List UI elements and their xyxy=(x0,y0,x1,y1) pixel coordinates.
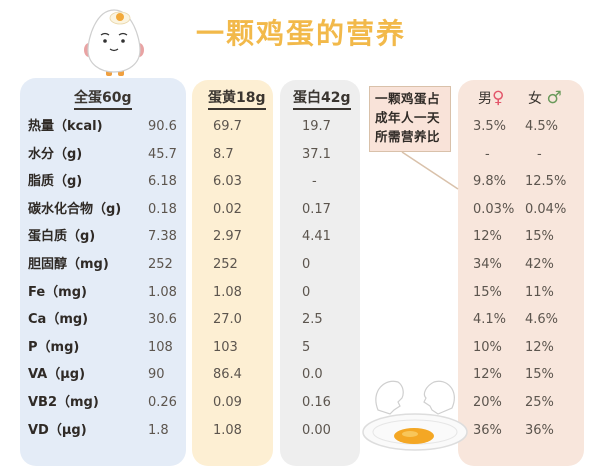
nutrient-label: Fe（mg) xyxy=(28,285,87,300)
egg-white-value: 0.17 xyxy=(302,202,331,217)
male-percent: 34% xyxy=(473,257,502,272)
male-percent: - xyxy=(485,147,490,162)
male-percent: 10% xyxy=(473,340,502,355)
whole-egg-value: 90.6 xyxy=(148,119,177,134)
male-percent: 36% xyxy=(473,423,502,438)
whole-egg-panel xyxy=(20,78,186,466)
whole-egg-value: 7.38 xyxy=(148,229,177,244)
female-percent: 12% xyxy=(525,340,554,355)
yolk-value: 27.0 xyxy=(213,312,242,327)
female-percent: 42% xyxy=(525,257,554,272)
nutrient-label: P（mg) xyxy=(28,340,80,355)
egg-white-value: 0.0 xyxy=(302,367,323,382)
egg-white-header: 蛋白42g xyxy=(293,90,351,110)
whole-egg-value: 6.18 xyxy=(148,174,177,189)
page-title: 一颗鸡蛋的营养 xyxy=(196,17,407,50)
whole-egg-header: 全蛋60g xyxy=(74,90,132,110)
cracked-egg-icon xyxy=(362,380,468,451)
nutrient-label: 脂质（g) xyxy=(28,174,83,189)
yolk-value: 0.02 xyxy=(213,202,242,217)
whole-egg-value: 0.18 xyxy=(148,202,177,217)
male-percent: 12% xyxy=(473,367,502,382)
whole-egg-value: 252 xyxy=(148,257,173,272)
male-percent: 4.1% xyxy=(473,312,507,327)
yolk-value: 69.7 xyxy=(213,119,242,134)
egg-white-value: 0.16 xyxy=(302,395,331,410)
whole-egg-value: 45.7 xyxy=(148,147,177,162)
male-percent: 12% xyxy=(473,229,502,244)
daily-ratio-callout: 一颗鸡蛋占 成年人一天 所需营养比 xyxy=(369,86,451,152)
female-percent: 15% xyxy=(525,229,554,244)
whole-egg-value: 90 xyxy=(148,367,165,382)
egg-white-value: 5 xyxy=(302,340,311,355)
egg-white-panel xyxy=(280,80,360,466)
whole-egg-value: 1.8 xyxy=(148,423,169,438)
female-percent: 25% xyxy=(525,395,554,410)
yolk-panel xyxy=(192,80,273,466)
male-header: 男♀ xyxy=(478,88,504,108)
egg-white-value: 2.5 xyxy=(302,312,323,327)
egg-white-value: 0.00 xyxy=(302,423,331,438)
male-percent: 3.5% xyxy=(473,119,507,134)
nutrient-label: 热量（kcal) xyxy=(28,119,103,134)
yolk-value: 1.08 xyxy=(213,285,242,300)
nutrient-label: 胆固醇（mg) xyxy=(28,257,109,272)
nutrient-label: VB2（mg) xyxy=(28,395,99,410)
whole-egg-value: 1.08 xyxy=(148,285,177,300)
female-percent: 12.5% xyxy=(525,174,567,189)
male-percent: 20% xyxy=(473,395,502,410)
callout-line: 成年人一天 xyxy=(375,110,441,125)
female-percent: 15% xyxy=(525,367,554,382)
nutrient-label: 碳水化合物（g) xyxy=(28,202,122,217)
egg-mascot-icon xyxy=(84,9,144,76)
callout-line: 所需营养比 xyxy=(375,129,441,144)
whole-egg-value: 30.6 xyxy=(148,312,177,327)
yolk-value: 0.09 xyxy=(213,395,242,410)
nutrient-label: VA（μg) xyxy=(28,367,86,382)
callout-line: 一颗鸡蛋占 xyxy=(375,91,441,106)
male-percent: 15% xyxy=(473,285,502,300)
yolk-value: 1.08 xyxy=(213,423,242,438)
female-percent: 4.5% xyxy=(525,119,559,134)
female-percent: 0.04% xyxy=(525,202,567,217)
yolk-value: 86.4 xyxy=(213,367,242,382)
male-percent: 0.03% xyxy=(473,202,515,217)
male-percent: 9.8% xyxy=(473,174,507,189)
yolk-value: 6.03 xyxy=(213,174,242,189)
male-symbol-icon: ♂ xyxy=(546,88,562,108)
nutrient-label: 水分（g) xyxy=(28,147,83,162)
male-label: 男 xyxy=(478,91,492,107)
nutrient-label: VD（μg) xyxy=(28,423,87,438)
egg-white-value: 0 xyxy=(302,257,311,272)
egg-white-value: 19.7 xyxy=(302,119,331,134)
yolk-value: 252 xyxy=(213,257,238,272)
whole-egg-value: 0.26 xyxy=(148,395,177,410)
callout-pointer xyxy=(401,151,459,190)
yolk-value: 2.97 xyxy=(213,229,242,244)
nutrient-label: Ca（mg) xyxy=(28,312,89,327)
yolk-value: 8.7 xyxy=(213,147,234,162)
daily-percent-panel xyxy=(458,80,584,466)
egg-white-value: 4.41 xyxy=(302,229,331,244)
female-percent: 4.6% xyxy=(525,312,559,327)
egg-white-value: 0 xyxy=(302,285,311,300)
female-percent: 36% xyxy=(525,423,554,438)
egg-white-value: 37.1 xyxy=(302,147,331,162)
female-percent: - xyxy=(537,147,542,162)
yolk-header: 蛋黄18g xyxy=(208,90,266,110)
whole-egg-value: 108 xyxy=(148,340,173,355)
female-symbol-icon: ♀ xyxy=(492,88,505,108)
female-header: 女 ♂ xyxy=(528,88,562,108)
egg-white-value: - xyxy=(312,174,317,189)
nutrient-label: 蛋白质（g) xyxy=(28,229,96,244)
female-label: 女 xyxy=(528,91,542,107)
yolk-value: 103 xyxy=(213,340,238,355)
female-percent: 11% xyxy=(525,285,554,300)
